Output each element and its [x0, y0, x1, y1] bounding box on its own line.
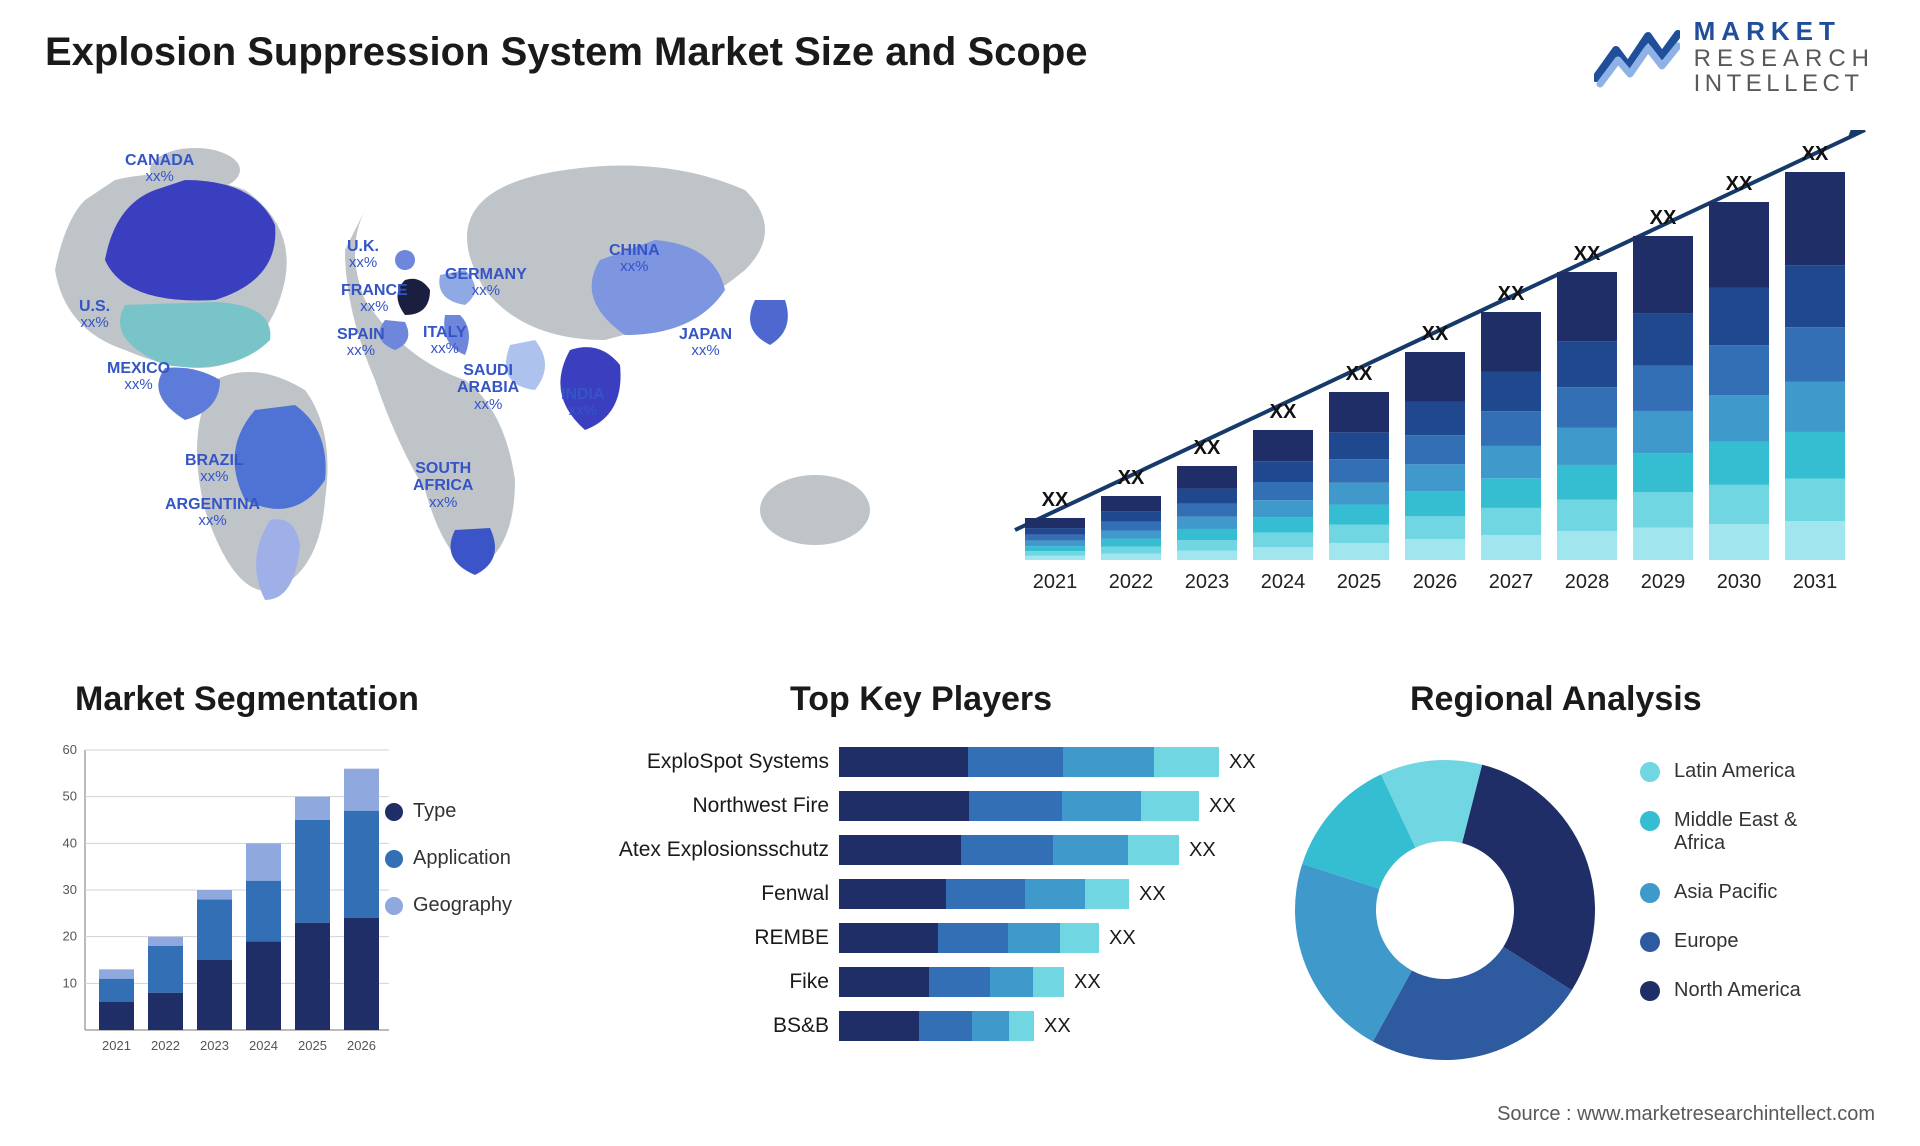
svg-text:XX: XX	[1574, 243, 1601, 265]
legend-item: Europe	[1640, 930, 1801, 953]
legend-item: Asia Pacific	[1640, 881, 1801, 904]
regional-legend: Latin America Middle East &Africa Asia Pac…	[1640, 760, 1801, 1028]
map-label: SPAINxx%	[337, 326, 385, 359]
svg-text:XX: XX	[1346, 363, 1373, 385]
keyplayer-row: Northwest Fire XX	[610, 784, 1250, 828]
svg-text:2024: 2024	[1261, 571, 1306, 593]
svg-text:2022: 2022	[1109, 571, 1154, 593]
keyplayer-value: XX	[1189, 839, 1216, 862]
page-title: Explosion Suppression System Market Size…	[45, 30, 1088, 75]
keyplayer-name: Fike	[610, 970, 835, 994]
map-label: SOUTHAFRICAxx%	[413, 460, 473, 511]
keyplayers-list: ExploSpot SystemsXXNorthwest FireXXAtex …	[610, 740, 1250, 1048]
svg-text:2025: 2025	[1337, 571, 1382, 593]
keyplayer-value: XX	[1074, 971, 1101, 994]
map-label: JAPANxx%	[679, 326, 732, 359]
keyplayer-name: REMBE	[610, 926, 835, 950]
logo-mark-icon	[1594, 26, 1680, 88]
svg-text:XX: XX	[1270, 401, 1297, 423]
svg-text:2027: 2027	[1489, 571, 1534, 593]
keyplayer-value: XX	[1209, 795, 1236, 818]
legend-item: North America	[1640, 979, 1801, 1002]
legend-item: Application	[385, 847, 512, 870]
keyplayer-value: XX	[1229, 751, 1256, 774]
world-map: CANADAxx% U.S.xx% MEXICOxx% BRAZILxx% ARGENT…	[45, 130, 935, 610]
keyplayer-row: Fenwal XX	[610, 872, 1250, 916]
svg-text:2021: 2021	[102, 1038, 131, 1053]
svg-text:40: 40	[63, 835, 77, 850]
brand-logo: MARKET RESEARCH INTELLECT	[1594, 18, 1875, 96]
svg-text:2029: 2029	[1641, 571, 1686, 593]
map-label: GERMANYxx%	[445, 266, 527, 299]
svg-text:20: 20	[63, 929, 77, 944]
legend-item: Type	[385, 800, 512, 823]
map-label: ARGENTINAxx%	[165, 496, 260, 529]
keyplayer-value: XX	[1139, 883, 1166, 906]
svg-text:XX: XX	[1650, 207, 1677, 229]
svg-text:2026: 2026	[1413, 571, 1458, 593]
keyplayer-row: Atex Explosionsschutz XX	[610, 828, 1250, 872]
logo-line3: INTELLECT	[1694, 71, 1875, 96]
logo-line1: MARKET	[1694, 18, 1875, 46]
keyplayer-name: Northwest Fire	[610, 794, 835, 818]
segmentation-title: Market Segmentation	[75, 680, 419, 719]
keyplayers-title: Top Key Players	[790, 680, 1052, 719]
keyplayer-row: REMBE XX	[610, 916, 1250, 960]
map-label: MEXICOxx%	[107, 360, 170, 393]
map-label: ITALYxx%	[423, 324, 467, 357]
svg-text:10: 10	[63, 975, 77, 990]
svg-text:XX: XX	[1118, 467, 1145, 489]
map-label: FRANCExx%	[341, 282, 408, 315]
svg-text:60: 60	[63, 742, 77, 757]
svg-text:XX: XX	[1726, 173, 1753, 195]
svg-text:2025: 2025	[298, 1038, 327, 1053]
source-text: Source : www.marketresearchintellect.com	[1497, 1103, 1875, 1126]
legend-item: Geography	[385, 894, 512, 917]
keyplayer-value: XX	[1109, 927, 1136, 950]
svg-text:2023: 2023	[1185, 571, 1230, 593]
logo-line2: RESEARCH	[1694, 46, 1875, 71]
svg-text:XX: XX	[1194, 437, 1221, 459]
keyplayer-row: ExploSpot SystemsXX	[610, 740, 1250, 784]
keyplayer-name: Fenwal	[610, 882, 835, 906]
svg-text:2026: 2026	[347, 1038, 376, 1053]
forecast-bar-chart: XX 2021 XX 2022 XX 2023 XX 2024 XX 2025 XX 2026 XX 20…	[1000, 130, 1870, 610]
svg-text:2021: 2021	[1033, 571, 1078, 593]
regional-title: Regional Analysis	[1410, 680, 1702, 719]
map-label: BRAZILxx%	[185, 452, 244, 485]
keyplayer-name: Atex Explosionsschutz	[610, 838, 835, 862]
svg-text:50: 50	[63, 789, 77, 804]
keyplayer-row: Fike XX	[610, 960, 1250, 1004]
svg-text:30: 30	[63, 882, 77, 897]
map-label: CANADAxx%	[125, 152, 194, 185]
legend-item: Middle East &Africa	[1640, 809, 1801, 855]
svg-text:2031: 2031	[1793, 571, 1838, 593]
legend-item: Latin America	[1640, 760, 1801, 783]
regional-donut-chart	[1290, 755, 1600, 1065]
svg-text:2023: 2023	[200, 1038, 229, 1053]
keyplayer-name: ExploSpot Systems	[610, 750, 835, 774]
map-label: SAUDIARABIAxx%	[457, 362, 519, 413]
svg-text:XX: XX	[1042, 489, 1069, 511]
svg-text:2028: 2028	[1565, 571, 1610, 593]
keyplayer-name: BS&B	[610, 1014, 835, 1038]
svg-text:XX: XX	[1422, 323, 1449, 345]
map-label: INDIAxx%	[561, 386, 605, 419]
keyplayer-value: XX	[1044, 1015, 1071, 1038]
segmentation-legend: Type Application Geography	[385, 800, 512, 941]
svg-text:XX: XX	[1802, 143, 1829, 165]
svg-text:XX: XX	[1498, 283, 1525, 305]
map-label: U.S.xx%	[79, 298, 110, 331]
map-label: CHINAxx%	[609, 242, 660, 275]
svg-text:2022: 2022	[151, 1038, 180, 1053]
svg-text:2024: 2024	[249, 1038, 278, 1053]
svg-text:2030: 2030	[1717, 571, 1762, 593]
map-label: U.K.xx%	[347, 238, 379, 271]
keyplayer-row: BS&B XX	[610, 1004, 1250, 1048]
